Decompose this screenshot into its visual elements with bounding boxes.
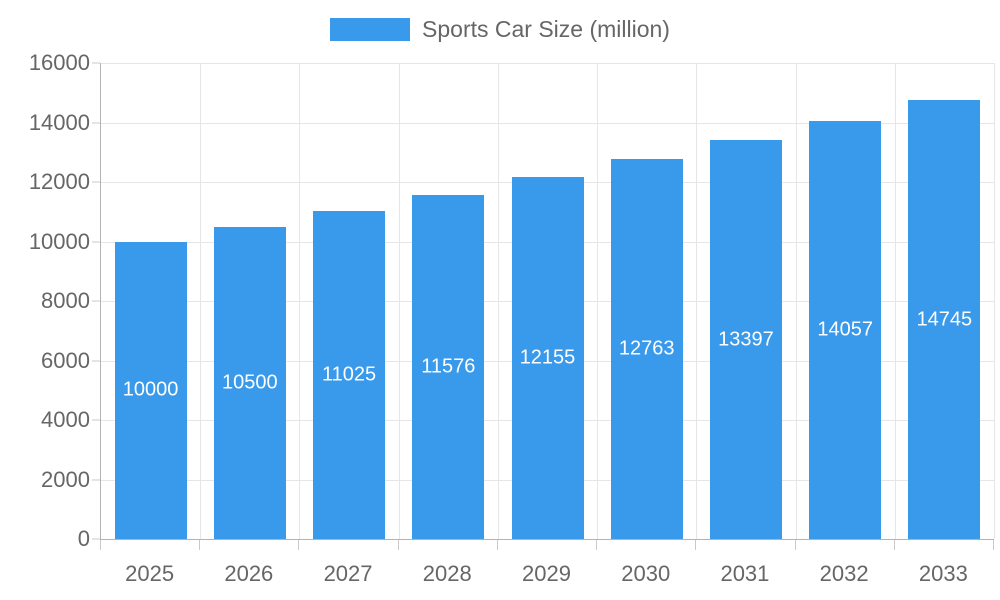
legend-item[interactable]: Sports Car Size (million) (0, 16, 1000, 43)
y-axis-tick-mark (92, 360, 100, 361)
x-axis-tick-mark (596, 540, 598, 550)
gridline-vertical (994, 63, 995, 539)
y-axis-tick-label: 8000 (41, 288, 90, 313)
gridline-horizontal (101, 63, 994, 64)
x-axis-tick-mark (695, 540, 697, 550)
bar-2026[interactable] (213, 226, 286, 539)
y-axis-tick-label: 12000 (28, 169, 90, 194)
y-axis-tick-mark (92, 300, 100, 302)
y-axis-tick-mark (92, 479, 100, 480)
y-axis-tick-mark (92, 538, 100, 540)
x-axis-tick-mark (199, 540, 201, 550)
bar-2032[interactable] (809, 120, 882, 539)
gridline-vertical (795, 63, 797, 539)
x-axis-tick-mark (993, 540, 994, 550)
gridline-vertical (597, 63, 599, 539)
bar-value-label: 12763 (618, 337, 675, 360)
y-axis-tick-label: 2000 (41, 466, 90, 492)
x-axis-tick-label: 2033 (918, 561, 968, 586)
bar-value-label: 10500 (222, 371, 278, 394)
x-axis-tick-mark (298, 540, 300, 550)
x-axis-tick-mark (100, 540, 101, 550)
legend-label: Sports Car Size (million) (422, 16, 670, 42)
bar-2025[interactable] (114, 241, 187, 539)
bar-value-label: 14057 (817, 318, 873, 341)
bar-2028[interactable] (412, 194, 485, 539)
bar-value-label: 12155 (519, 346, 576, 369)
x-axis-tick-mark (794, 540, 796, 550)
bar-value-label: 11576 (421, 355, 476, 378)
bar-2029[interactable] (511, 177, 584, 539)
y-axis-tick-mark (92, 62, 100, 64)
bar-value-label: 11025 (321, 363, 377, 386)
gridline-vertical (299, 63, 301, 539)
y-axis-tick-label: 10000 (28, 228, 90, 254)
bar-2030[interactable] (610, 159, 683, 539)
x-axis-tick-mark (893, 540, 895, 550)
y-axis-tick-mark (92, 419, 100, 421)
x-axis-tick-label: 2032 (819, 561, 869, 586)
legend-swatch (330, 18, 411, 41)
bar-2027[interactable] (313, 211, 386, 539)
gridline-vertical (497, 63, 499, 539)
bar-value-label: 10000 (122, 378, 179, 401)
y-axis-tick-label: 6000 (41, 347, 90, 373)
y-axis-tick-mark (92, 181, 100, 183)
x-axis-tick-label: 2027 (323, 561, 373, 586)
x-axis-tick-label: 2026 (224, 561, 274, 586)
y-axis-tick-label: 14000 (28, 109, 90, 135)
x-axis-tick-label: 2025 (125, 561, 175, 586)
bar-value-label: 14745 (916, 308, 973, 331)
x-axis-tick-label: 2029 (522, 561, 571, 586)
y-axis-tick-mark (92, 122, 100, 123)
bar-value-label: 13397 (718, 328, 774, 351)
y-axis-tick-mark (92, 241, 100, 242)
gridline-vertical (398, 63, 400, 539)
x-axis-tick-label: 2030 (621, 561, 671, 586)
bar-2033[interactable] (908, 100, 981, 539)
x-axis-tick-label: 2031 (720, 561, 770, 586)
x-axis-tick-label: 2028 (422, 561, 472, 586)
bar-2031[interactable] (709, 140, 782, 539)
plot-area: 10000 10500 11025 11576 12155 12763 13397 14057… (100, 63, 995, 540)
gridline-vertical (200, 63, 202, 539)
x-axis-tick-mark (397, 540, 399, 550)
y-axis-tick-label: 16000 (28, 50, 90, 75)
gridline-vertical (894, 63, 896, 539)
gridline-horizontal (101, 122, 994, 124)
y-axis-tick-label: 4000 (41, 407, 90, 432)
x-axis-tick-mark (496, 540, 498, 550)
y-axis-tick-label: 0 (77, 526, 90, 551)
gridline-vertical (696, 63, 698, 539)
